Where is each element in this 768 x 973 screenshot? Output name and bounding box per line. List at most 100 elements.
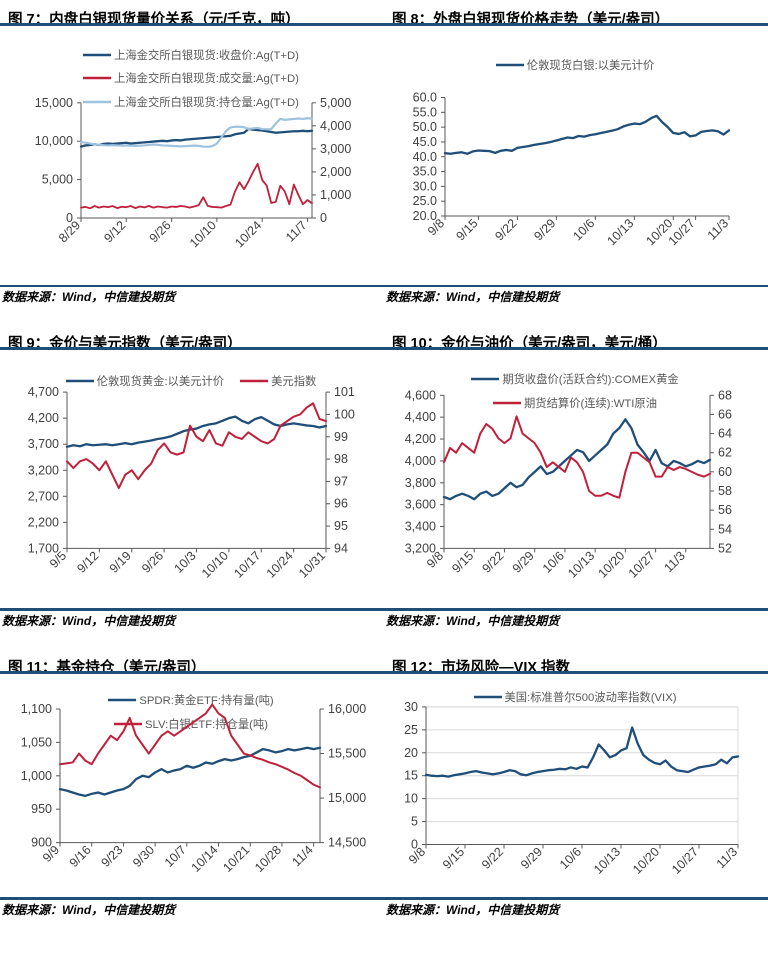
svg-text:3,400: 3,400 <box>405 520 436 534</box>
svg-text:9/29: 9/29 <box>510 549 537 576</box>
svg-text:10/6: 10/6 <box>540 549 567 576</box>
svg-text:20: 20 <box>404 746 418 760</box>
svg-text:10/13: 10/13 <box>565 549 597 581</box>
svg-text:9/30: 9/30 <box>130 843 157 870</box>
svg-text:3,200: 3,200 <box>28 464 59 478</box>
svg-text:66: 66 <box>718 408 732 422</box>
svg-text:10/27: 10/27 <box>666 216 698 248</box>
svg-text:101: 101 <box>334 385 355 399</box>
svg-text:10/27: 10/27 <box>626 549 658 581</box>
svg-text:2,000: 2,000 <box>320 165 351 179</box>
svg-text:11/3: 11/3 <box>705 216 731 242</box>
svg-text:10/3: 10/3 <box>172 549 199 576</box>
svg-text:2,200: 2,200 <box>28 516 59 530</box>
svg-text:25.0: 25.0 <box>413 194 437 208</box>
svg-text:3,600: 3,600 <box>405 498 436 512</box>
svg-text:10: 10 <box>404 792 418 806</box>
svg-text:9/15: 9/15 <box>453 216 480 243</box>
svg-text:25: 25 <box>404 723 418 737</box>
svg-text:96: 96 <box>334 497 348 511</box>
svg-text:9/16: 9/16 <box>67 843 94 870</box>
svg-text:11/3: 11/3 <box>661 549 687 575</box>
svg-text:4,200: 4,200 <box>405 432 436 446</box>
svg-text:0: 0 <box>320 211 327 225</box>
svg-text:10/6: 10/6 <box>557 845 584 872</box>
svg-text:1,050: 1,050 <box>21 736 52 750</box>
svg-text:10/28: 10/28 <box>252 843 284 875</box>
svg-text:54: 54 <box>718 523 732 537</box>
svg-text:4,000: 4,000 <box>405 454 436 468</box>
svg-text:9/8: 9/8 <box>406 845 428 867</box>
svg-text:35.0: 35.0 <box>413 165 437 179</box>
svg-text:10/20: 10/20 <box>630 845 662 877</box>
svg-text:10/17: 10/17 <box>231 549 263 581</box>
svg-text:55.0: 55.0 <box>413 106 437 120</box>
svg-text:30: 30 <box>404 700 418 714</box>
svg-text:4,600: 4,600 <box>405 389 436 403</box>
svg-text:14,500: 14,500 <box>328 836 366 850</box>
svg-text:56: 56 <box>718 503 732 517</box>
svg-text:45.0: 45.0 <box>413 135 437 149</box>
svg-text:62: 62 <box>718 446 732 460</box>
svg-text:9/15: 9/15 <box>449 549 476 576</box>
svg-text:10/7: 10/7 <box>162 843 189 870</box>
svg-text:60: 60 <box>718 465 732 479</box>
svg-text:1,100: 1,100 <box>21 702 52 716</box>
svg-text:11/3: 11/3 <box>714 845 740 871</box>
svg-text:10/6: 10/6 <box>570 216 597 243</box>
svg-text:10,000: 10,000 <box>35 134 73 148</box>
svg-text:9/12: 9/12 <box>74 549 101 576</box>
svg-text:97: 97 <box>334 475 348 489</box>
svg-text:950: 950 <box>31 802 52 816</box>
svg-text:10/10: 10/10 <box>187 218 219 250</box>
svg-text:9/29: 9/29 <box>531 216 558 243</box>
svg-text:4,700: 4,700 <box>28 385 59 399</box>
svg-text:9/29: 9/29 <box>518 845 545 872</box>
svg-text:5,000: 5,000 <box>42 173 73 187</box>
svg-text:10/27: 10/27 <box>669 845 701 877</box>
svg-text:68: 68 <box>718 389 732 403</box>
svg-text:3,000: 3,000 <box>320 142 351 156</box>
svg-text:10/10: 10/10 <box>199 549 231 581</box>
svg-text:1,000: 1,000 <box>21 769 52 783</box>
svg-text:9/12: 9/12 <box>101 218 128 245</box>
svg-text:10/24: 10/24 <box>232 218 264 250</box>
svg-text:9/19: 9/19 <box>107 549 134 576</box>
svg-text:10/13: 10/13 <box>604 216 636 248</box>
svg-text:8/29: 8/29 <box>56 218 83 245</box>
svg-text:5,000: 5,000 <box>320 96 351 110</box>
svg-text:9/22: 9/22 <box>492 216 519 243</box>
svg-text:9/23: 9/23 <box>98 843 125 870</box>
svg-text:58: 58 <box>718 484 732 498</box>
svg-text:9/26: 9/26 <box>147 218 174 245</box>
svg-text:98: 98 <box>334 452 348 466</box>
svg-text:9/22: 9/22 <box>479 845 506 872</box>
svg-text:9/26: 9/26 <box>139 549 166 576</box>
svg-text:4,200: 4,200 <box>28 411 59 425</box>
svg-text:52: 52 <box>718 542 732 556</box>
svg-text:10/13: 10/13 <box>591 845 623 877</box>
svg-text:99: 99 <box>334 430 348 444</box>
svg-text:15,000: 15,000 <box>328 791 366 805</box>
svg-text:60.0: 60.0 <box>413 91 437 105</box>
svg-text:10/31: 10/31 <box>296 549 328 581</box>
svg-text:11/7: 11/7 <box>283 218 309 244</box>
svg-text:3,700: 3,700 <box>28 437 59 451</box>
svg-text:95: 95 <box>334 519 348 533</box>
svg-text:16,000: 16,000 <box>328 702 366 716</box>
svg-text:5: 5 <box>411 815 418 829</box>
svg-text:9/15: 9/15 <box>440 845 467 872</box>
svg-text:2,700: 2,700 <box>28 490 59 504</box>
svg-text:64: 64 <box>718 427 732 441</box>
svg-text:40.0: 40.0 <box>413 150 437 164</box>
svg-text:94: 94 <box>334 542 348 556</box>
svg-text:15,500: 15,500 <box>328 747 366 761</box>
svg-text:10/20: 10/20 <box>595 549 627 581</box>
svg-text:15,000: 15,000 <box>35 96 73 110</box>
svg-text:15: 15 <box>404 769 418 783</box>
svg-text:9/22: 9/22 <box>479 549 506 576</box>
svg-text:50.0: 50.0 <box>413 120 437 134</box>
svg-text:4,400: 4,400 <box>405 410 436 424</box>
svg-text:1,000: 1,000 <box>320 188 351 202</box>
svg-text:30.0: 30.0 <box>413 180 437 194</box>
